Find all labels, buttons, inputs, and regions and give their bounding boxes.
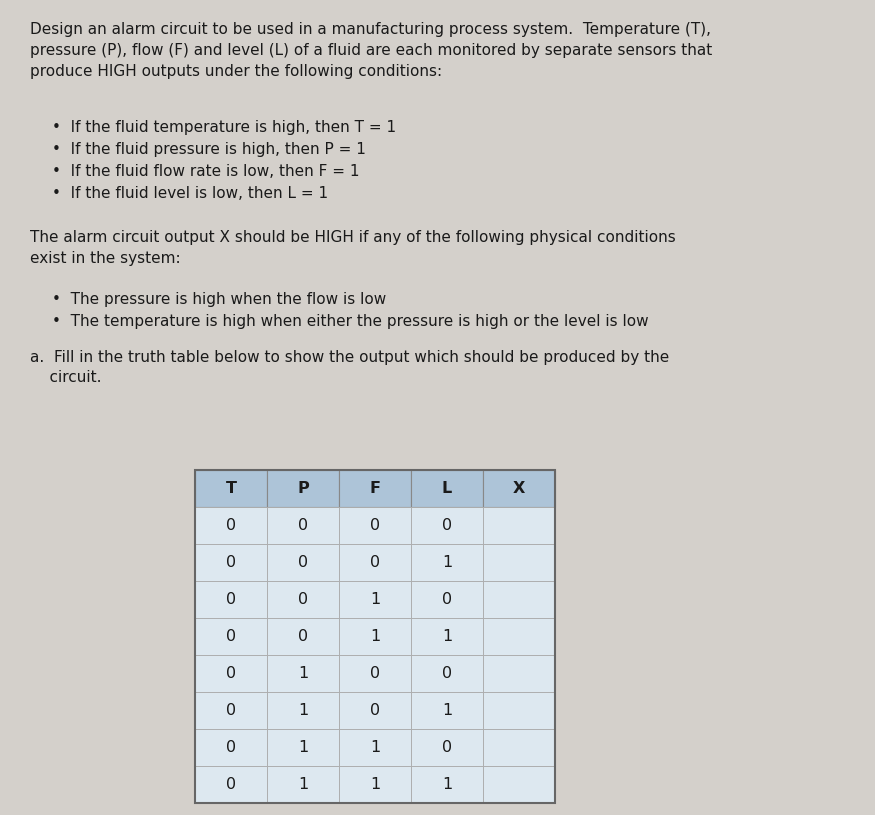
Text: 1: 1 — [298, 777, 308, 792]
Text: 0: 0 — [226, 629, 236, 644]
Text: 1: 1 — [442, 703, 452, 718]
Text: Design an alarm circuit to be used in a manufacturing process system.  Temperatu: Design an alarm circuit to be used in a … — [30, 22, 712, 79]
Bar — [339, 729, 411, 766]
Text: 0: 0 — [226, 592, 236, 607]
Bar — [267, 729, 339, 766]
Text: 0: 0 — [226, 777, 236, 792]
Bar — [411, 692, 483, 729]
Bar — [267, 507, 339, 544]
Text: 0: 0 — [226, 555, 236, 570]
Bar — [411, 470, 483, 507]
Text: 1: 1 — [442, 555, 452, 570]
Bar — [195, 581, 267, 618]
Text: 0: 0 — [298, 555, 308, 570]
Text: 0: 0 — [298, 592, 308, 607]
Bar — [483, 692, 555, 729]
Bar — [339, 618, 411, 655]
Text: 0: 0 — [442, 666, 452, 681]
Bar — [483, 581, 555, 618]
Bar — [267, 581, 339, 618]
Bar — [195, 729, 267, 766]
Bar — [411, 544, 483, 581]
Text: 0: 0 — [442, 518, 452, 533]
Bar — [195, 544, 267, 581]
Text: 1: 1 — [370, 777, 380, 792]
Text: 1: 1 — [298, 666, 308, 681]
Bar — [411, 581, 483, 618]
Text: circuit.: circuit. — [30, 370, 102, 385]
Text: 0: 0 — [226, 703, 236, 718]
Text: •  The temperature is high when either the pressure is high or the level is low: • The temperature is high when either th… — [52, 314, 648, 329]
Text: 1: 1 — [370, 629, 380, 644]
Bar — [483, 729, 555, 766]
Text: 1: 1 — [370, 592, 380, 607]
Bar — [267, 655, 339, 692]
Bar — [483, 507, 555, 544]
Bar — [339, 507, 411, 544]
Text: F: F — [369, 481, 381, 496]
Text: 0: 0 — [370, 666, 380, 681]
Text: 1: 1 — [298, 703, 308, 718]
Text: •  If the fluid pressure is high, then P = 1: • If the fluid pressure is high, then P … — [52, 142, 366, 157]
Bar — [411, 655, 483, 692]
Bar — [267, 766, 339, 803]
Bar — [411, 766, 483, 803]
Text: 1: 1 — [298, 740, 308, 755]
Bar — [195, 655, 267, 692]
Bar — [195, 470, 555, 803]
Text: The alarm circuit output X should be HIGH if any of the following physical condi: The alarm circuit output X should be HIG… — [30, 230, 676, 266]
Text: P: P — [298, 481, 309, 496]
Text: •  The pressure is high when the flow is low: • The pressure is high when the flow is … — [52, 292, 386, 307]
Bar — [267, 544, 339, 581]
Bar — [267, 470, 339, 507]
Text: a.  Fill in the truth table below to show the output which should be produced by: a. Fill in the truth table below to show… — [30, 350, 669, 365]
Text: 1: 1 — [370, 740, 380, 755]
Text: •  If the fluid temperature is high, then T = 1: • If the fluid temperature is high, then… — [52, 120, 396, 135]
Text: 0: 0 — [226, 518, 236, 533]
Text: 1: 1 — [442, 629, 452, 644]
Bar — [483, 544, 555, 581]
Text: 0: 0 — [370, 555, 380, 570]
Text: •  If the fluid flow rate is low, then F = 1: • If the fluid flow rate is low, then F … — [52, 164, 360, 179]
Bar — [195, 766, 267, 803]
Bar — [483, 618, 555, 655]
Bar — [195, 692, 267, 729]
Text: L: L — [442, 481, 452, 496]
Text: 0: 0 — [442, 740, 452, 755]
Bar — [483, 766, 555, 803]
Bar — [339, 766, 411, 803]
Bar — [267, 618, 339, 655]
Bar — [411, 618, 483, 655]
Bar — [195, 507, 267, 544]
Text: 0: 0 — [226, 740, 236, 755]
Text: 0: 0 — [370, 703, 380, 718]
Bar — [483, 655, 555, 692]
Text: •  If the fluid level is low, then L = 1: • If the fluid level is low, then L = 1 — [52, 186, 328, 201]
Bar — [339, 692, 411, 729]
Text: 1: 1 — [442, 777, 452, 792]
Text: 0: 0 — [442, 592, 452, 607]
Bar — [483, 470, 555, 507]
Bar — [195, 470, 267, 507]
Text: 0: 0 — [298, 629, 308, 644]
Text: X: X — [513, 481, 525, 496]
Bar — [339, 544, 411, 581]
Bar — [339, 655, 411, 692]
Bar — [339, 581, 411, 618]
Bar — [411, 507, 483, 544]
Text: T: T — [226, 481, 236, 496]
Text: 0: 0 — [226, 666, 236, 681]
Bar — [267, 692, 339, 729]
Bar — [339, 470, 411, 507]
Text: 0: 0 — [298, 518, 308, 533]
Bar — [411, 729, 483, 766]
Bar — [195, 618, 267, 655]
Text: 0: 0 — [370, 518, 380, 533]
